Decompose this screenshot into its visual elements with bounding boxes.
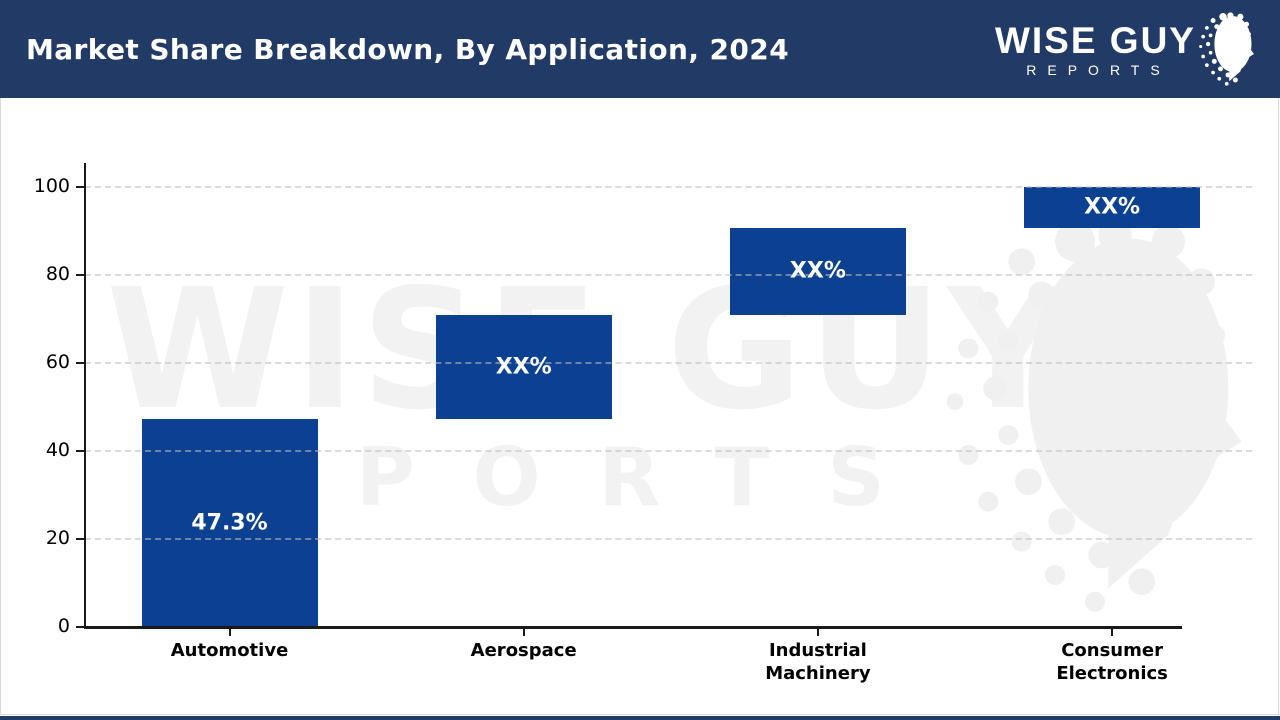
y-tick-label: 20 — [45, 526, 70, 549]
wiseguy-logo: WISE GUY REPORTS — [995, 10, 1254, 88]
bar-value-label: XX% — [495, 354, 552, 380]
y-tick-label: 40 — [45, 438, 70, 461]
y-tick-mark — [76, 274, 85, 276]
gridline — [85, 186, 1252, 188]
gridline — [85, 538, 1252, 540]
panel-border-left — [0, 98, 1, 715]
y-tick-label: 60 — [45, 350, 70, 373]
y-tick-label: 0 — [57, 614, 70, 637]
waterfall-bar — [1024, 187, 1201, 228]
logo-wordmark: WISE GUY — [994, 19, 1196, 61]
gridline — [85, 274, 1252, 276]
x-tick-mark — [816, 627, 819, 636]
y-axis-line — [84, 163, 86, 629]
y-tick-mark — [76, 362, 85, 364]
x-category-label: Industrial Machinery — [765, 640, 871, 684]
x-category-label: Consumer Electronics — [1056, 640, 1168, 684]
x-tick-mark — [228, 627, 231, 636]
logo-subtitle: REPORTS — [1026, 61, 1171, 78]
x-tick-mark — [522, 627, 525, 636]
x-tick-mark — [1111, 627, 1114, 636]
waterfall-bar — [435, 314, 612, 419]
logo-text: WISE GUY REPORTS — [995, 22, 1196, 77]
x-category-label: Aerospace — [470, 640, 577, 661]
bar-value-label: XX% — [789, 258, 846, 284]
y-tick-label: 80 — [45, 262, 70, 285]
x-category-label: Automotive — [170, 640, 289, 661]
y-tick-label: 100 — [33, 174, 70, 197]
logo-face-icon — [1192, 10, 1254, 88]
gridline — [85, 450, 1252, 452]
y-tick-mark — [76, 538, 85, 540]
gridline — [85, 362, 1252, 364]
bar-value-label: XX% — [1084, 194, 1141, 220]
waterfall-bar — [729, 227, 906, 315]
y-tick-mark — [76, 186, 85, 188]
y-tick-mark — [76, 450, 85, 452]
page-title: Market Share Breakdown, By Application, … — [26, 32, 790, 66]
header: Market Share Breakdown, By Application, … — [0, 0, 1280, 98]
panel-border-right — [1278, 98, 1279, 715]
x-axis-line — [84, 626, 1182, 629]
panel-border-bottom — [0, 714, 1280, 715]
y-tick-mark — [76, 626, 85, 628]
footer-bar — [0, 716, 1280, 720]
waterfall-bar — [141, 418, 318, 627]
bar-value-label: 47.3% — [191, 510, 268, 536]
